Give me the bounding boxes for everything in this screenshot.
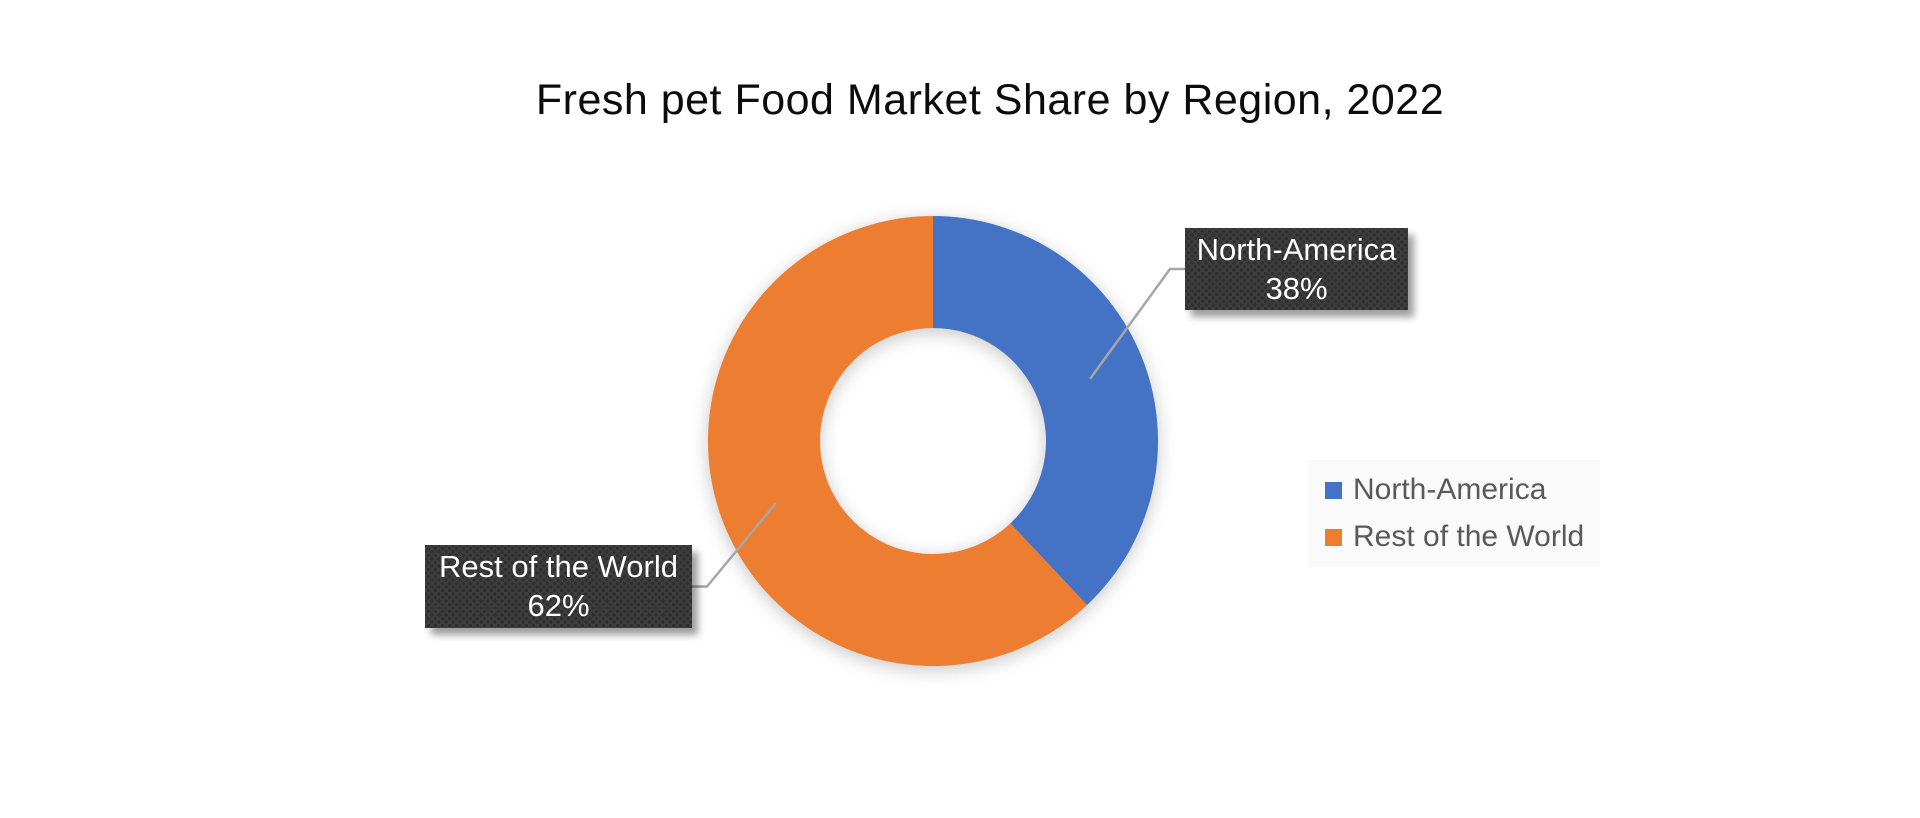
leader-line-north-america bbox=[1089, 267, 1185, 380]
data-label-category: Rest of the World bbox=[439, 549, 678, 584]
data-label-category: North-America bbox=[1196, 232, 1397, 267]
pie-slice-north-america bbox=[933, 216, 1158, 606]
legend-label: Rest of the World bbox=[1353, 520, 1585, 553]
data-label-north-america: North-America 38% bbox=[1185, 228, 1408, 310]
chart-title: Fresh pet Food Market Share by Region, 2… bbox=[535, 76, 1445, 124]
donut-series bbox=[708, 216, 1158, 666]
legend-swatch-north-america bbox=[1325, 481, 1342, 499]
leader-line-rest-of-the-world bbox=[692, 502, 777, 588]
pie-slice-rest-of-the-world bbox=[708, 216, 1088, 666]
legend: North-America Rest of the World bbox=[1308, 460, 1600, 567]
legend-swatch-rest-of-world bbox=[1325, 528, 1342, 546]
legend-item-north-america: North-America bbox=[1325, 473, 1600, 507]
data-label-value: 62% bbox=[527, 588, 590, 623]
legend-item-rest-of-world: Rest of the World bbox=[1325, 520, 1600, 554]
data-label-value: 38% bbox=[1265, 271, 1328, 306]
legend-label: North-America bbox=[1353, 473, 1547, 506]
data-label-rest-of-world: Rest of the World 62% bbox=[425, 545, 692, 628]
